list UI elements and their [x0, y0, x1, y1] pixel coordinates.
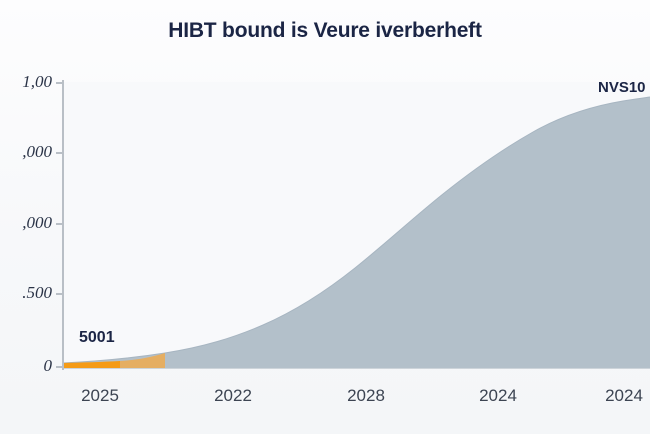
- x-axis-label-1: 2025: [81, 386, 119, 405]
- area-chart-svg: [63, 96, 650, 368]
- x-axis-label-3: 2028: [347, 386, 385, 405]
- plot-baseline: [63, 368, 650, 369]
- end-value-annotation: NVS10: [598, 79, 646, 96]
- y-tick-4: [56, 293, 65, 295]
- x-axis-label-5: 2024: [605, 386, 643, 405]
- highlight-segment-primary: [63, 361, 120, 368]
- chart-title: HIBT bound is Veure iverberheft: [168, 19, 482, 42]
- y-tick-5: [56, 366, 65, 368]
- y-axis-label-1: 1,00: [22, 72, 52, 91]
- x-axis-label-2: 2022: [214, 386, 252, 405]
- area-series-main-stroke: [63, 96, 650, 364]
- y-tick-1: [56, 82, 65, 84]
- y-tick-2: [56, 152, 65, 154]
- y-tick-3: [56, 223, 65, 225]
- y-axis-label-4: .500: [22, 283, 52, 302]
- y-axis-label-5: 0: [43, 356, 53, 375]
- plot-area: [63, 82, 650, 368]
- y-axis-line: [62, 80, 64, 370]
- y-axis-label-2: ,000: [22, 142, 52, 161]
- y-axis-label-3: ,000: [22, 213, 52, 232]
- x-axis-label-4: 2024: [479, 386, 517, 405]
- start-value-annotation: 5001: [79, 329, 115, 346]
- area-series-main: [63, 97, 650, 368]
- highlight-segment-secondary: [120, 353, 165, 368]
